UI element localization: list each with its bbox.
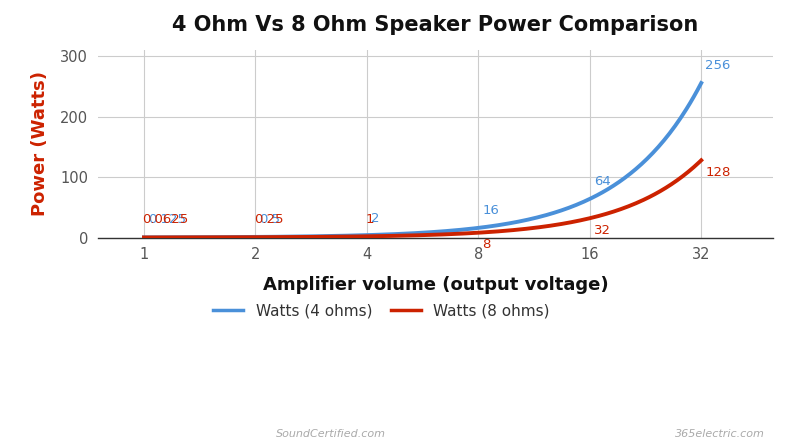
Legend: Watts (4 ohms), Watts (8 ohms): Watts (4 ohms), Watts (8 ohms) xyxy=(206,297,556,325)
Text: 0.0625: 0.0625 xyxy=(143,213,189,227)
Text: SoundCertified.com: SoundCertified.com xyxy=(276,429,386,439)
Text: 32: 32 xyxy=(594,224,611,237)
Text: 256: 256 xyxy=(705,59,730,72)
Y-axis label: Power (Watts): Power (Watts) xyxy=(31,71,49,216)
Text: 0.5: 0.5 xyxy=(259,213,281,226)
Text: 1: 1 xyxy=(366,213,374,226)
Title: 4 Ohm Vs 8 Ohm Speaker Power Comparison: 4 Ohm Vs 8 Ohm Speaker Power Comparison xyxy=(173,15,698,35)
Text: 2: 2 xyxy=(371,212,380,225)
Text: 128: 128 xyxy=(705,166,730,179)
Text: 64: 64 xyxy=(594,175,611,188)
Text: 16: 16 xyxy=(482,204,500,217)
Text: 0.25: 0.25 xyxy=(254,213,284,226)
X-axis label: Amplifier volume (output voltage): Amplifier volume (output voltage) xyxy=(262,276,608,294)
Text: 365electric.com: 365electric.com xyxy=(675,429,764,439)
Text: 8: 8 xyxy=(482,238,491,251)
Text: 0.125: 0.125 xyxy=(148,213,186,227)
